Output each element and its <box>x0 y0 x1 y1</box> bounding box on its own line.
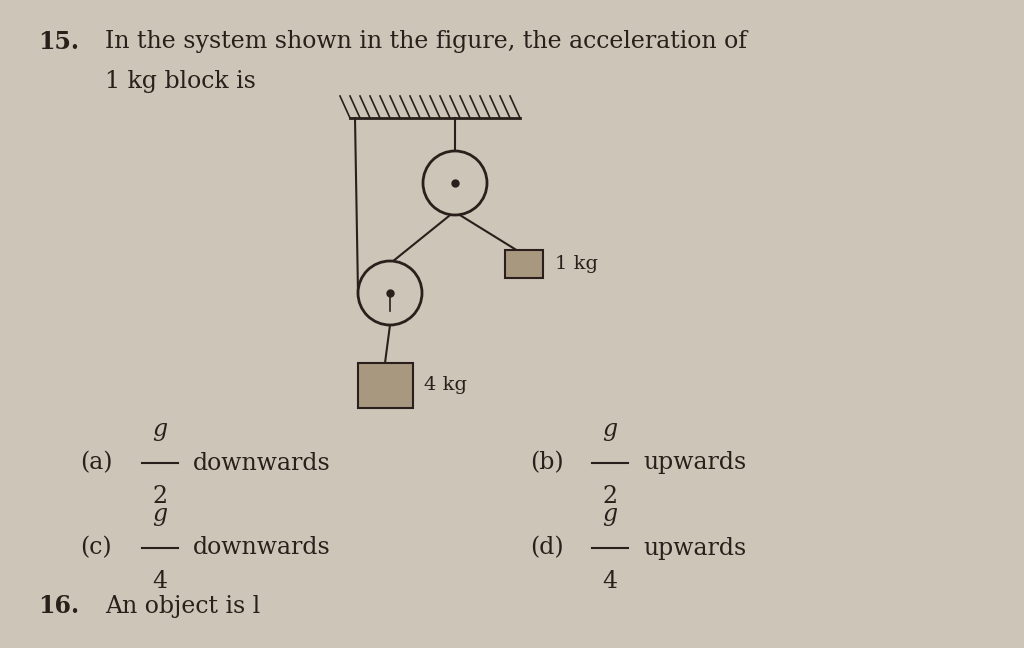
Text: 1 kg: 1 kg <box>555 255 598 273</box>
Text: 15.: 15. <box>38 30 79 54</box>
Text: 2: 2 <box>153 485 168 508</box>
Circle shape <box>358 261 422 325</box>
Text: g: g <box>602 503 617 526</box>
Bar <box>357 363 413 408</box>
Text: (a): (a) <box>80 452 113 474</box>
Text: (c): (c) <box>80 537 112 559</box>
Text: An object is l: An object is l <box>105 595 260 618</box>
Text: 16.: 16. <box>38 594 79 618</box>
Text: (b): (b) <box>530 452 563 474</box>
Bar <box>505 250 543 278</box>
Text: g: g <box>602 418 617 441</box>
Circle shape <box>423 151 487 215</box>
Text: g: g <box>153 503 168 526</box>
Text: g: g <box>153 418 168 441</box>
Text: 4 kg: 4 kg <box>425 376 468 395</box>
Text: upwards: upwards <box>643 537 746 559</box>
Text: (d): (d) <box>530 537 563 559</box>
Text: 4: 4 <box>153 570 168 593</box>
Text: 1 kg block is: 1 kg block is <box>105 70 256 93</box>
Text: upwards: upwards <box>643 452 746 474</box>
Text: 2: 2 <box>602 485 617 508</box>
Text: In the system shown in the figure, the acceleration of: In the system shown in the figure, the a… <box>105 30 746 53</box>
Text: 4: 4 <box>602 570 617 593</box>
Text: downwards: downwards <box>193 537 331 559</box>
Text: downwards: downwards <box>193 452 331 474</box>
